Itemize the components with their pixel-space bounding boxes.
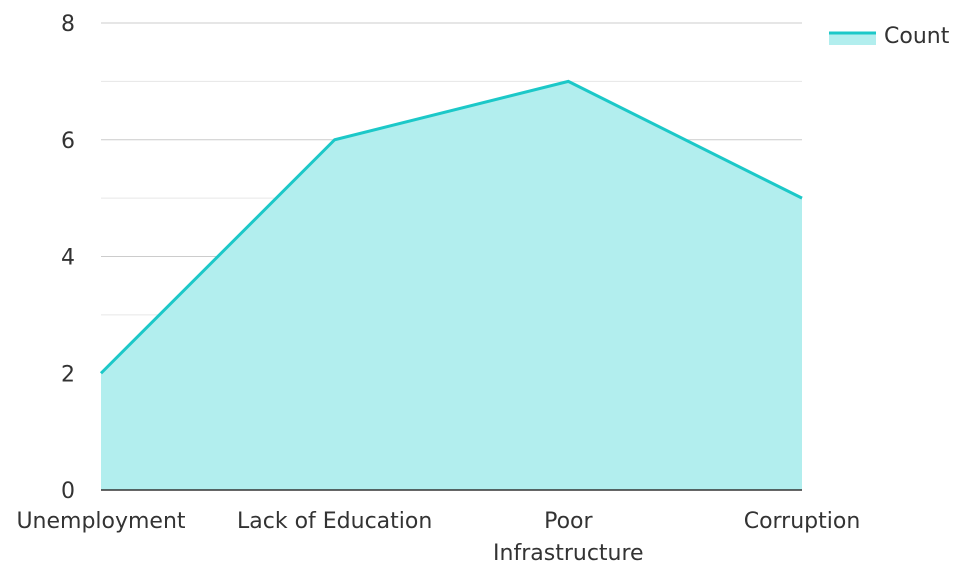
x-tick-label: Lack of Education [237, 509, 432, 534]
x-tick-label: Poor Infrastructure [493, 509, 644, 562]
legend: Count [829, 24, 950, 49]
legend-label: Count [884, 24, 950, 49]
y-tick-label: 2 [61, 362, 75, 387]
legend-swatch-fill [829, 33, 876, 45]
area-layer [99, 79, 803, 490]
y-tick-label: 6 [61, 129, 75, 154]
area-fill [101, 81, 802, 490]
y-tick-label: 4 [61, 246, 75, 271]
series-line [99, 79, 803, 375]
x-tick-label: Unemployment [16, 509, 185, 534]
x-tick-label: Corruption [744, 509, 861, 534]
y-tick-label: 8 [61, 12, 75, 37]
y-tick-label: 0 [61, 479, 75, 504]
